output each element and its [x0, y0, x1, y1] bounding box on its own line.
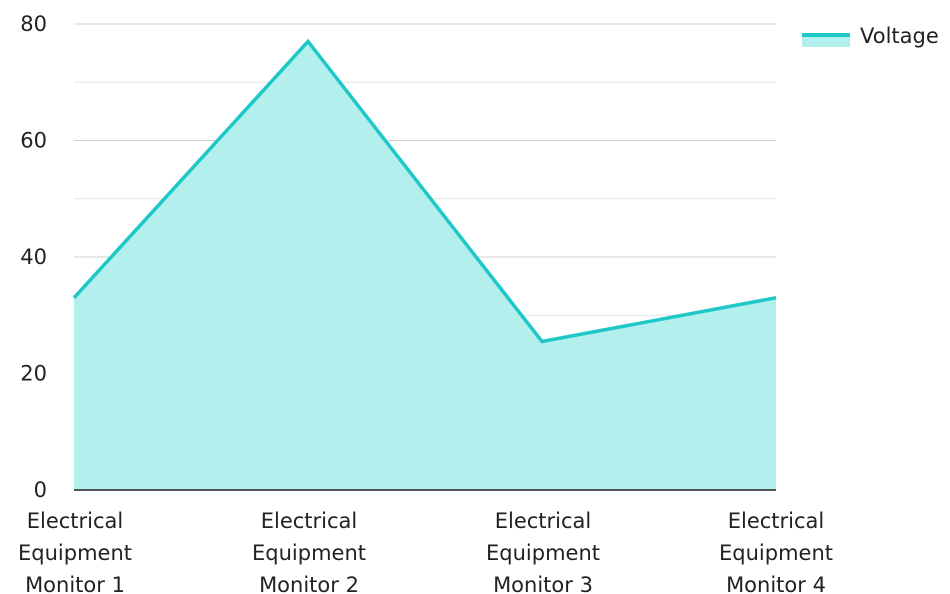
- x-category-label-4: Electrical Equipment Monitor 4: [719, 509, 833, 594]
- x-category-label-1: Electrical Equipment Monitor 1: [18, 509, 132, 594]
- y-tick-label: 0: [34, 478, 47, 502]
- y-tick-label: 40: [20, 245, 47, 269]
- x-category-labels: Electrical Equipment Monitor 1 Electrical Eq…: [18, 509, 833, 594]
- x-category-label-3: Electrical Equipment Monitor 3: [486, 509, 600, 594]
- voltage-series-line: [72, 38, 777, 344]
- legend-label-voltage: Voltage: [860, 24, 939, 48]
- legend: Voltage: [802, 24, 939, 48]
- y-tick-label: 20: [20, 362, 47, 386]
- x-category-label-2: Electrical Equipment Monitor 2: [252, 509, 366, 594]
- y-tick-label: 80: [20, 12, 47, 36]
- y-tick-label: 60: [20, 129, 47, 153]
- y-tick-labels: 0 20 40 60 80: [20, 12, 47, 502]
- legend-swatch-fill: [802, 35, 850, 47]
- legend-swatch-line: [802, 33, 850, 37]
- voltage-area-fill: [74, 41, 776, 490]
